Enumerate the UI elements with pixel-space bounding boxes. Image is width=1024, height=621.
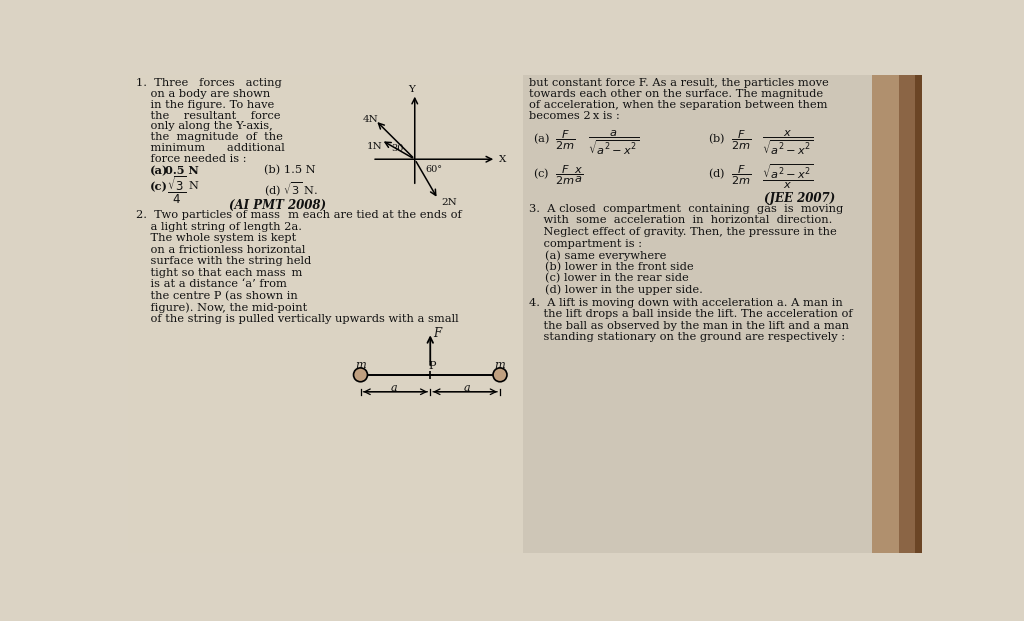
Text: (c)  $\dfrac{F}{2m}\dfrac{x}{a}$: (c) $\dfrac{F}{2m}\dfrac{x}{a}$: [534, 163, 585, 187]
Text: (a)  $\dfrac{F}{2m}$: (a) $\dfrac{F}{2m}$: [534, 129, 577, 152]
Text: in the figure. To have: in the figure. To have: [136, 100, 274, 110]
Circle shape: [353, 368, 368, 382]
Text: a light string of length 2a.: a light string of length 2a.: [136, 222, 302, 232]
Text: (AI PMT 2008): (AI PMT 2008): [228, 199, 326, 212]
Text: (b)  $\dfrac{F}{2m}$: (b) $\dfrac{F}{2m}$: [708, 129, 752, 152]
Text: 4N: 4N: [362, 115, 379, 124]
Bar: [872, 75, 922, 553]
Text: $\dfrac{\sqrt{a^2-x^2}}{x}$: $\dfrac{\sqrt{a^2-x^2}}{x}$: [762, 163, 813, 191]
Text: (d) $\sqrt{3}$ N.: (d) $\sqrt{3}$ N.: [263, 181, 318, 199]
Bar: [914, 75, 922, 553]
Text: tight so that each mass  m: tight so that each mass m: [136, 268, 302, 278]
Text: on a frictionless horizontal: on a frictionless horizontal: [136, 245, 305, 255]
Text: towards each other on the surface. The magnitude: towards each other on the surface. The m…: [529, 89, 823, 99]
Text: m: m: [495, 360, 506, 370]
Text: the centre P (as shown in: the centre P (as shown in: [136, 291, 298, 301]
Text: 1.  Three   forces   acting: 1. Three forces acting: [136, 78, 282, 88]
Text: the    resultant    force: the resultant force: [136, 111, 281, 120]
Text: (c): (c): [150, 181, 168, 192]
Text: N: N: [188, 181, 199, 191]
Text: force needed is :: force needed is :: [136, 154, 246, 164]
Bar: [523, 75, 872, 553]
Text: but constant force F. As a result, the particles move: but constant force F. As a result, the p…: [529, 78, 829, 88]
Text: on a body are shown: on a body are shown: [136, 89, 270, 99]
Text: 2N: 2N: [441, 197, 457, 207]
Text: X: X: [499, 155, 506, 165]
Text: of the string is pulled vertically upwards with a small: of the string is pulled vertically upwar…: [136, 314, 459, 324]
Text: compartment is :: compartment is :: [529, 238, 642, 248]
Text: (a): (a): [150, 165, 168, 176]
Text: P: P: [429, 361, 436, 371]
Text: 3.  A closed  compartment  containing  gas  is  moving: 3. A closed compartment containing gas i…: [529, 204, 844, 214]
Text: 1N: 1N: [368, 142, 383, 150]
Text: Y: Y: [409, 84, 415, 94]
Text: Neglect effect of gravity. Then, the pressure in the: Neglect effect of gravity. Then, the pre…: [529, 227, 838, 237]
Text: standing stationary on the ground are respectively :: standing stationary on the ground are re…: [529, 332, 846, 342]
Text: with  some  acceleration  in  horizontal  direction.: with some acceleration in horizontal dir…: [529, 215, 833, 225]
Text: only along the Y-axis,: only along the Y-axis,: [136, 122, 272, 132]
Text: (a) same everywhere: (a) same everywhere: [545, 250, 667, 261]
Text: (d) lower in the upper side.: (d) lower in the upper side.: [545, 285, 702, 296]
Text: m: m: [355, 360, 366, 370]
Text: a: a: [390, 383, 397, 393]
Text: the lift drops a ball inside the lift. The acceleration of: the lift drops a ball inside the lift. T…: [529, 309, 853, 319]
Text: (b) 1.5 N: (b) 1.5 N: [263, 165, 315, 176]
Text: $\dfrac{x}{\sqrt{a^2-x^2}}$: $\dfrac{x}{\sqrt{a^2-x^2}}$: [762, 129, 813, 156]
Text: The whole system is kept: The whole system is kept: [136, 233, 296, 243]
Text: the ball as observed by the man in the lift and a man: the ball as observed by the man in the l…: [529, 321, 850, 331]
Text: surface with the string held: surface with the string held: [136, 256, 311, 266]
Text: (d)  $\dfrac{F}{2m}$: (d) $\dfrac{F}{2m}$: [708, 163, 752, 187]
Text: is at a distance ‘a’ from: is at a distance ‘a’ from: [136, 279, 287, 289]
Text: $\dfrac{a}{\sqrt{a^2-x^2}}$: $\dfrac{a}{\sqrt{a^2-x^2}}$: [588, 129, 639, 156]
Text: 2.  Two particles of mass   m each are tied at the ends of: 2. Two particles of mass m each are tied…: [136, 210, 462, 220]
Text: (b) lower in the front side: (b) lower in the front side: [545, 261, 693, 272]
Text: of acceleration, when the separation between them: of acceleration, when the separation bet…: [529, 100, 828, 110]
Text: 60°: 60°: [426, 165, 442, 175]
Circle shape: [493, 368, 507, 382]
Text: 4.  A lift is moving down with acceleration a. A man in: 4. A lift is moving down with accelerati…: [529, 298, 843, 308]
Text: figure). Now, the mid-point: figure). Now, the mid-point: [136, 302, 307, 313]
Text: (c) lower in the rear side: (c) lower in the rear side: [545, 273, 689, 284]
Text: F: F: [433, 327, 441, 340]
Text: minimum      additional: minimum additional: [136, 143, 285, 153]
Text: 30: 30: [391, 144, 403, 153]
Bar: [899, 75, 922, 553]
Text: $\dfrac{\sqrt{3}}{4}$: $\dfrac{\sqrt{3}}{4}$: [167, 175, 186, 206]
Text: becomes 2 x is :: becomes 2 x is :: [529, 111, 621, 120]
Text: the  magnitude  of  the: the magnitude of the: [136, 132, 283, 142]
Bar: [128, 75, 523, 553]
Text: (JEE 2007): (JEE 2007): [765, 193, 836, 206]
Text: 0.5 N: 0.5 N: [165, 165, 199, 176]
Text: a: a: [464, 383, 470, 393]
